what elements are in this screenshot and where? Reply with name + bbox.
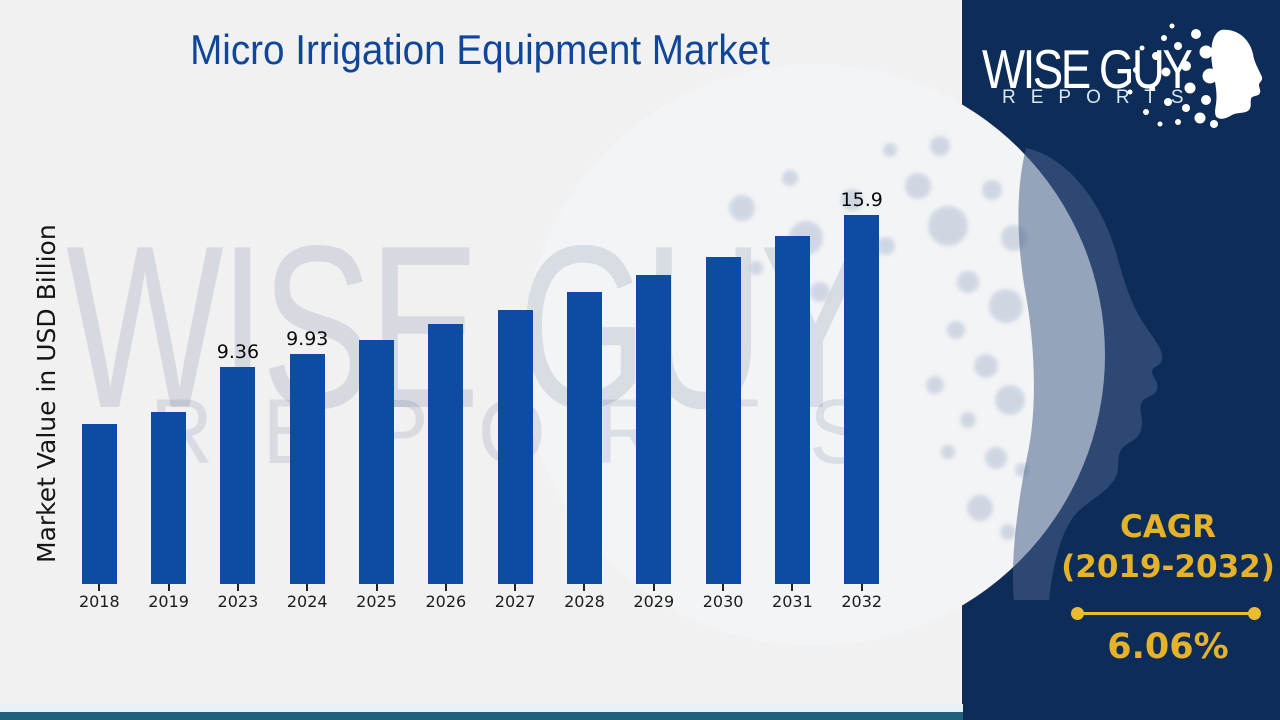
watermark-dot — [947, 321, 965, 339]
watermark-dot — [930, 136, 950, 156]
watermark-dot — [1000, 524, 1016, 540]
x-axis-tick — [860, 584, 863, 591]
logo-head-dot — [1199, 45, 1213, 59]
x-axis-tick — [791, 584, 794, 591]
chart-title: Micro Irrigation Equipment Market — [190, 26, 770, 73]
bar-2031 — [774, 236, 810, 584]
bar-plot: 2018 2019 2023 9.36 2024 9.93 2025 2026 2027 2028… — [78, 189, 883, 611]
x-tick-label: 2031 — [772, 592, 813, 611]
watermark-dot — [883, 143, 897, 157]
logo-head-dot — [1175, 119, 1181, 125]
bar-2023 — [220, 367, 256, 584]
logo-head-dot — [1161, 35, 1167, 41]
logo-head-dot — [1139, 45, 1145, 51]
x-tick-label: 2026 — [425, 592, 467, 611]
bar-value-label: 9.36 — [216, 341, 260, 363]
bar-2018 — [81, 424, 117, 584]
watermark-dot — [926, 376, 944, 394]
x-axis-tick — [652, 584, 655, 591]
x-tick-label: 2023 — [217, 592, 259, 611]
x-axis-tick — [375, 584, 378, 591]
watermark-dot — [841, 189, 863, 211]
logo-head-dot — [1164, 98, 1172, 106]
watermark-dot — [729, 195, 755, 221]
logo-head-dot — [1169, 23, 1175, 29]
x-tick-label: 2032 — [841, 592, 883, 611]
watermark-dot — [960, 412, 976, 428]
cagr-value: 6.06% — [1107, 627, 1229, 667]
logo-wiseguy-text: WISE GUY — [982, 38, 1193, 100]
watermark-dot — [928, 206, 968, 246]
logo-head-dot — [1152, 52, 1160, 60]
x-tick-label: 2030 — [702, 592, 744, 611]
x-tick-label: 2025 — [356, 592, 397, 611]
logo-head-dot — [1157, 121, 1163, 127]
watermark-dot — [782, 170, 798, 186]
x-axis-tick — [167, 584, 170, 591]
watermark-dot — [985, 447, 1007, 469]
watermark-dot — [974, 354, 998, 378]
watermark-dot — [877, 237, 895, 255]
x-axis-tick — [306, 584, 309, 591]
x-tick-label: 2029 — [633, 592, 675, 611]
bar-2025 — [359, 340, 395, 584]
bar-value-label: 15.9 — [840, 189, 883, 211]
logo-head-dot — [1210, 120, 1218, 128]
logo-head-dot — [1181, 61, 1191, 71]
logo-head-dot — [1182, 104, 1190, 112]
bottom-stripe-teal — [0, 712, 963, 720]
watermark-dot — [957, 271, 979, 293]
cagr-block: CAGR (2019-2032) 6.06% — [1050, 0, 1280, 720]
x-axis-tick — [444, 584, 447, 591]
bar-value-label: 9.93 — [286, 328, 329, 350]
background-circle — [523, 64, 1105, 646]
logo-head-dot — [1127, 89, 1133, 95]
bar-2024 — [289, 354, 325, 584]
logo-head-dot — [1133, 67, 1139, 73]
logo-head-icon — [1127, 23, 1263, 128]
logo-head-dot — [1194, 112, 1206, 124]
bar-2027 — [497, 310, 533, 584]
x-axis-tick — [583, 584, 586, 591]
bar-2026 — [428, 324, 464, 584]
cagr-divider-line — [1071, 607, 1261, 620]
bar-2030 — [705, 257, 741, 584]
logo-reports-text: REPORTS — [1002, 87, 1199, 108]
x-tick-label: 2019 — [148, 592, 189, 611]
x-axis-tick — [98, 584, 101, 591]
bar-2028 — [566, 292, 602, 584]
bottom-stripe-light — [0, 704, 963, 712]
bar-2019 — [151, 412, 187, 584]
bar-2032 — [844, 215, 880, 584]
logo-head-dot — [1149, 85, 1155, 91]
watermark-dot — [941, 445, 955, 459]
logo-head-dot — [1143, 109, 1149, 115]
watermark-dot — [989, 289, 1023, 323]
logo-head-dot — [1184, 82, 1196, 94]
logo-head-dot — [1191, 29, 1201, 39]
watermark-dot — [749, 261, 763, 275]
x-tick-label: 2024 — [286, 592, 328, 611]
watermark-dot — [995, 385, 1025, 415]
x-axis-tick — [236, 584, 239, 591]
logo-head-dot — [1202, 68, 1218, 84]
watermark-dot — [982, 180, 1002, 200]
watermark-dot — [810, 282, 830, 302]
logo-head-dot — [1161, 67, 1171, 77]
logo-head-dot — [1201, 95, 1211, 105]
cagr-label: CAGR — [1119, 509, 1217, 545]
watermark-dot — [905, 173, 931, 199]
chart-area: Micro Irrigation Equipment Market Market… — [32, 26, 883, 611]
logo-head-dot — [1174, 42, 1182, 50]
cagr-range: (2019-2032) — [1061, 549, 1275, 585]
x-axis-tick — [722, 584, 725, 591]
x-tick-label: 2018 — [78, 592, 120, 611]
watermark-dot — [967, 495, 993, 521]
x-tick-label: 2028 — [564, 592, 605, 611]
x-axis-tick — [514, 584, 517, 591]
bar-2029 — [636, 275, 672, 584]
x-tick-label: 2027 — [494, 592, 536, 611]
